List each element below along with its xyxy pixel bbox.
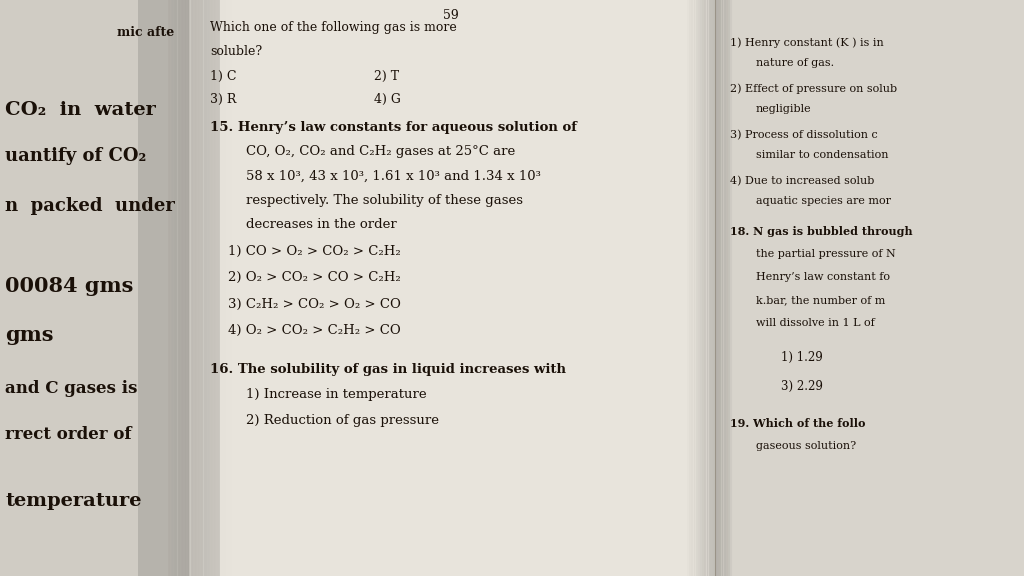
Text: mic afte: mic afte (117, 26, 174, 39)
Text: uantify of CO₂: uantify of CO₂ (5, 147, 146, 165)
Text: CO, O₂, CO₂ and C₂H₂ gases at 25°C are: CO, O₂, CO₂ and C₂H₂ gases at 25°C are (246, 145, 515, 158)
Text: 19. Which of the follo: 19. Which of the follo (730, 418, 865, 429)
Polygon shape (189, 0, 715, 576)
Text: aquatic species are mor: aquatic species are mor (756, 196, 891, 206)
Text: 1) Increase in temperature: 1) Increase in temperature (246, 388, 426, 401)
Text: 2) O₂ > CO₂ > CO > C₂H₂: 2) O₂ > CO₂ > CO > C₂H₂ (227, 271, 400, 285)
Text: 1) Henry constant (K ) is in: 1) Henry constant (K ) is in (730, 37, 884, 48)
Text: temperature: temperature (5, 492, 141, 510)
Text: 3) R: 3) R (210, 93, 237, 107)
Text: nature of gas.: nature of gas. (756, 58, 834, 67)
Text: negligible: negligible (756, 104, 811, 113)
Text: Henry’s law constant fo: Henry’s law constant fo (756, 272, 890, 282)
Text: 00084 gms: 00084 gms (5, 276, 133, 297)
Text: rrect order of: rrect order of (5, 426, 132, 444)
Text: 4) G: 4) G (374, 93, 400, 107)
Text: 3) 2.29: 3) 2.29 (781, 380, 823, 393)
Text: 4) O₂ > CO₂ > C₂H₂ > CO: 4) O₂ > CO₂ > C₂H₂ > CO (227, 324, 400, 338)
Text: 59: 59 (442, 9, 459, 22)
Text: gms: gms (5, 325, 53, 346)
Text: 1) 1.29: 1) 1.29 (781, 351, 823, 365)
Text: n  packed  under: n packed under (5, 197, 175, 215)
Text: 1) CO > O₂ > CO₂ > C₂H₂: 1) CO > O₂ > CO₂ > C₂H₂ (227, 245, 400, 258)
Text: will dissolve in 1 L of: will dissolve in 1 L of (756, 318, 874, 328)
Polygon shape (715, 0, 1024, 576)
Text: 1) C: 1) C (210, 70, 237, 84)
Text: 2) Reduction of gas pressure: 2) Reduction of gas pressure (246, 414, 438, 427)
Text: the partial pressure of N: the partial pressure of N (756, 249, 895, 259)
Polygon shape (138, 0, 220, 576)
Polygon shape (0, 0, 189, 576)
Text: 16. The solubility of gas in liquid increases with: 16. The solubility of gas in liquid incr… (210, 363, 566, 376)
Text: k.bar, the number of m: k.bar, the number of m (756, 295, 885, 305)
Text: 3) Process of dissolution c: 3) Process of dissolution c (730, 130, 878, 140)
Text: Which one of the following gas is more: Which one of the following gas is more (210, 21, 457, 35)
Text: respectively. The solubility of these gases: respectively. The solubility of these ga… (246, 194, 523, 207)
Text: decreases in the order: decreases in the order (246, 218, 396, 231)
Text: 3) C₂H₂ > CO₂ > O₂ > CO: 3) C₂H₂ > CO₂ > O₂ > CO (227, 298, 400, 311)
Text: 15. Henry’s law constants for aqueous solution of: 15. Henry’s law constants for aqueous so… (210, 121, 577, 134)
Text: CO₂  in  water: CO₂ in water (5, 101, 156, 119)
Text: similar to condensation: similar to condensation (756, 150, 888, 160)
Text: 4) Due to increased solub: 4) Due to increased solub (730, 176, 874, 186)
Text: and C gases is: and C gases is (5, 380, 137, 397)
Text: gaseous solution?: gaseous solution? (756, 441, 856, 450)
Text: 18. N gas is bubbled through: 18. N gas is bubbled through (730, 226, 912, 237)
Text: 2) Effect of pressure on solub: 2) Effect of pressure on solub (730, 84, 897, 94)
Text: soluble?: soluble? (210, 45, 262, 58)
Text: 2) T: 2) T (374, 70, 399, 84)
Text: 58 x 10³, 43 x 10³, 1.61 x 10³ and 1.34 x 10³: 58 x 10³, 43 x 10³, 1.61 x 10³ and 1.34 … (246, 169, 541, 183)
